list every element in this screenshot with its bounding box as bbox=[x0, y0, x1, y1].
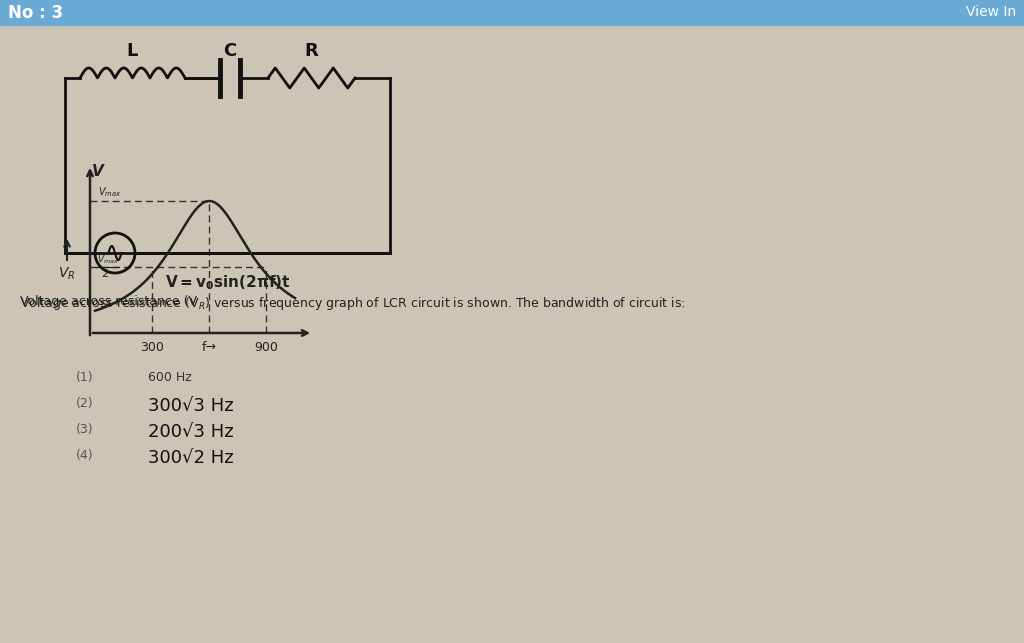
Text: C: C bbox=[223, 42, 237, 60]
Text: (3): (3) bbox=[76, 423, 94, 436]
Text: 300√2 Hz: 300√2 Hz bbox=[148, 449, 233, 467]
Text: 600 Hz: 600 Hz bbox=[148, 371, 191, 384]
Text: 2: 2 bbox=[101, 269, 109, 279]
Text: No : 3: No : 3 bbox=[8, 3, 63, 21]
Text: $V_R$: $V_R$ bbox=[58, 266, 76, 282]
Text: 300: 300 bbox=[140, 341, 164, 354]
Text: 900: 900 bbox=[255, 341, 279, 354]
Text: View In: View In bbox=[966, 6, 1016, 19]
Bar bbox=[0, 0, 1024, 25]
Text: (4): (4) bbox=[76, 449, 94, 462]
Text: 200√3 Hz: 200√3 Hz bbox=[148, 423, 233, 441]
Text: 300√3 Hz: 300√3 Hz bbox=[148, 397, 233, 415]
Text: (1): (1) bbox=[76, 371, 94, 384]
Text: L: L bbox=[127, 42, 138, 60]
Text: Voltage across resistance (V$_R$) versus frequency graph of LCR circuit is shown: Voltage across resistance (V$_R$) versus… bbox=[20, 295, 686, 312]
Text: R: R bbox=[304, 42, 318, 60]
Text: $V_{max}$: $V_{max}$ bbox=[98, 185, 122, 199]
Text: V: V bbox=[92, 164, 103, 179]
Text: (2): (2) bbox=[76, 397, 94, 410]
Text: $V_{max}$: $V_{max}$ bbox=[97, 253, 119, 266]
Text: f→: f→ bbox=[202, 341, 217, 354]
Text: Voltage across resistance (V: Voltage across resistance (V bbox=[20, 295, 197, 308]
Text: $\mathbf{V=v_0sin(2\pi f)t}$: $\mathbf{V=v_0sin(2\pi f)t}$ bbox=[165, 273, 291, 292]
